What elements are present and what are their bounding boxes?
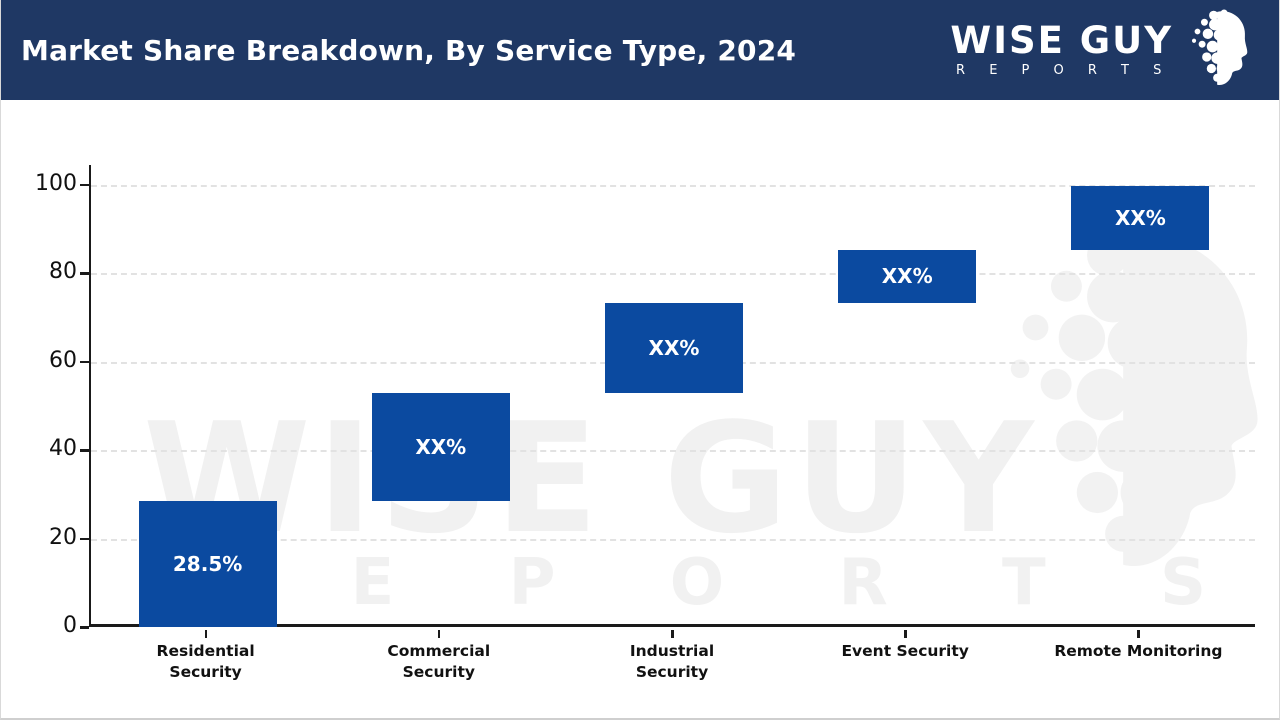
wise-guy-reports-logo: WISE GUY R E P O R T S bbox=[950, 8, 1253, 92]
y-gridline bbox=[91, 273, 1255, 276]
x-axis-category-label: Industrial Security bbox=[556, 641, 788, 683]
y-axis-tick-label: 60 bbox=[49, 347, 77, 373]
category-label-line: Security bbox=[635, 662, 709, 681]
x-axis-tick-mark bbox=[204, 630, 208, 638]
bar-segment: XX% bbox=[838, 249, 977, 303]
y-axis-tick-label: 20 bbox=[49, 524, 77, 550]
bar-segment: 28.5% bbox=[138, 501, 277, 627]
chart-canvas: WISE GUY R E P O R T S 28.5% XX% XX% XX% XX%… bbox=[1, 100, 1279, 718]
category-label-line: Industrial bbox=[629, 642, 715, 660]
y-axis-tick-mark bbox=[80, 449, 89, 452]
bar-value-label: XX% bbox=[415, 434, 467, 459]
bar-segment: XX% bbox=[1071, 185, 1210, 250]
x-axis-category-label: Commercial Security bbox=[323, 641, 555, 683]
y-gridline bbox=[91, 538, 1255, 541]
y-gridline bbox=[91, 450, 1255, 453]
x-axis-category-label: Remote Monitoring bbox=[1022, 641, 1254, 662]
logo-subtitle: R E P O R T S bbox=[956, 63, 1172, 78]
x-axis-tick-mark bbox=[904, 630, 907, 638]
bar-value-label: XX% bbox=[1114, 205, 1166, 230]
y-gridline bbox=[91, 184, 1255, 187]
y-axis-tick-label: 100 bbox=[35, 170, 77, 196]
y-axis-tick-label: 40 bbox=[49, 436, 77, 462]
category-label-line: Security bbox=[402, 662, 475, 681]
category-label-line: Commercial bbox=[387, 642, 491, 660]
logo-wordmark: WISE GUY bbox=[950, 19, 1173, 62]
logo-text: WISE GUY R E P O R T S bbox=[950, 22, 1173, 78]
bar-value-label: XX% bbox=[881, 264, 933, 289]
category-label-line: Event Security bbox=[841, 642, 969, 660]
header-bar: Market Share Breakdown, By Service Type,… bbox=[1, 0, 1279, 100]
x-axis-category-label: Residential Security bbox=[90, 641, 322, 683]
x-axis-tick-mark bbox=[1137, 630, 1140, 638]
y-axis-tick-label: 80 bbox=[49, 259, 77, 285]
y-axis-tick-label: 0 bbox=[63, 613, 77, 638]
category-label-line: Residential bbox=[156, 642, 255, 660]
y-axis-tick-mark bbox=[80, 537, 89, 541]
bar-segment: XX% bbox=[371, 392, 510, 501]
page-title: Market Share Breakdown, By Service Type,… bbox=[21, 33, 797, 67]
x-axis-category-label: Event Security bbox=[789, 641, 1021, 662]
bar-value-label: 28.5% bbox=[172, 552, 243, 576]
x-axis-tick-mark bbox=[671, 630, 674, 638]
y-axis-tick-mark bbox=[80, 360, 89, 364]
y-axis-tick-mark bbox=[80, 626, 89, 629]
plot-area: 28.5% XX% XX% XX% XX% bbox=[89, 165, 1255, 627]
bar-value-label: XX% bbox=[648, 335, 700, 360]
category-label-line: Remote Monitoring bbox=[1054, 642, 1223, 660]
category-label-line: Security bbox=[169, 662, 242, 681]
x-axis-tick-mark bbox=[437, 630, 441, 638]
y-axis-tick-mark bbox=[80, 183, 89, 187]
dotted-face-profile-icon bbox=[1179, 8, 1253, 92]
bar-segment: XX% bbox=[605, 302, 743, 393]
y-axis-tick-mark bbox=[80, 272, 89, 275]
